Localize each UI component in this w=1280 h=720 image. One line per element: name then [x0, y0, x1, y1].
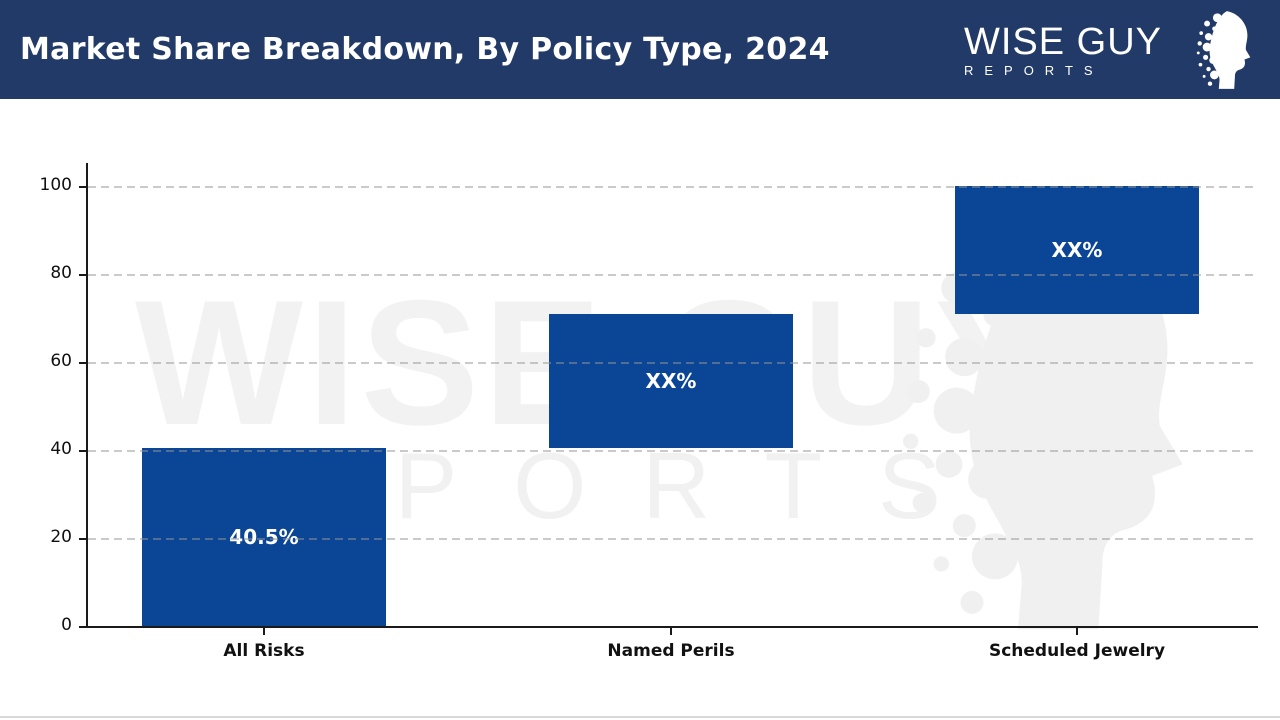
brand-logo: WISE GUY REPORTS: [964, 8, 1254, 92]
logo-text: WISE GUY REPORTS: [964, 22, 1162, 78]
y-tick-mark: [79, 626, 86, 628]
header-bar: Market Share Breakdown, By Policy Type, …: [0, 0, 1280, 99]
x-tick-mark: [1076, 628, 1078, 635]
x-category-label: Named Perils: [607, 641, 735, 661]
y-tick-mark: [79, 538, 86, 540]
logo-subtitle: REPORTS: [963, 62, 1104, 78]
bar-named-perils: XX%: [549, 313, 793, 448]
bar-all-risks: 40.5%: [142, 447, 386, 626]
gridline: [88, 186, 1258, 188]
bar-value-label: 40.5%: [229, 524, 299, 549]
y-tick-label: 20: [50, 527, 72, 547]
gridline: [88, 538, 1258, 540]
gridline: [88, 362, 1258, 364]
chart-title: Market Share Breakdown, By Policy Type, …: [20, 32, 830, 67]
logo-face-icon: [1196, 10, 1251, 89]
x-axis-line: [86, 626, 1258, 628]
bar-scheduled-jewelry: XX%: [955, 186, 1199, 314]
y-tick-label: 40: [50, 439, 72, 459]
y-tick-mark: [79, 186, 86, 188]
y-tick-label: 0: [61, 615, 72, 635]
y-tick-mark: [79, 362, 86, 364]
x-category-label: All Risks: [223, 641, 305, 661]
y-axis-line: [86, 163, 88, 628]
y-tick-label: 60: [50, 351, 72, 371]
gridline: [88, 450, 1258, 452]
x-tick-mark: [670, 628, 672, 635]
y-tick-mark: [79, 450, 86, 452]
y-tick-label: 80: [50, 263, 72, 283]
bottom-divider: [0, 716, 1280, 718]
gridline: [88, 274, 1258, 276]
bar-value-label: XX%: [1051, 237, 1103, 262]
y-tick-label: 100: [39, 175, 72, 195]
y-tick-mark: [79, 274, 86, 276]
x-tick-mark: [263, 628, 265, 635]
logo-wordmark: WISE GUY: [963, 20, 1162, 63]
bar-value-label: XX%: [645, 368, 697, 393]
x-category-label: Scheduled Jewelry: [988, 641, 1166, 661]
